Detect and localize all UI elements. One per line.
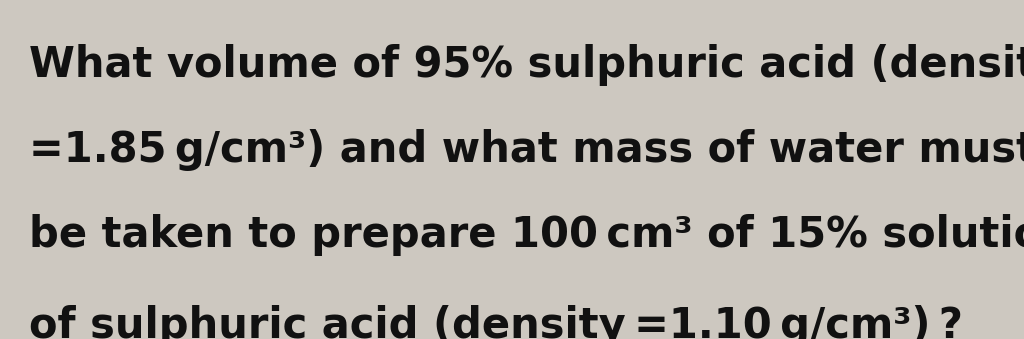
Text: =1.85 g/cm³) and what mass of water must: =1.85 g/cm³) and what mass of water must [29,129,1024,171]
Text: What volume of 95% sulphuric acid (density: What volume of 95% sulphuric acid (densi… [29,44,1024,86]
Text: be taken to prepare 100 cm³ of 15% solution: be taken to prepare 100 cm³ of 15% solut… [29,214,1024,256]
Text: of sulphuric acid (density =1.10 g/cm³) ?: of sulphuric acid (density =1.10 g/cm³) … [29,305,963,339]
